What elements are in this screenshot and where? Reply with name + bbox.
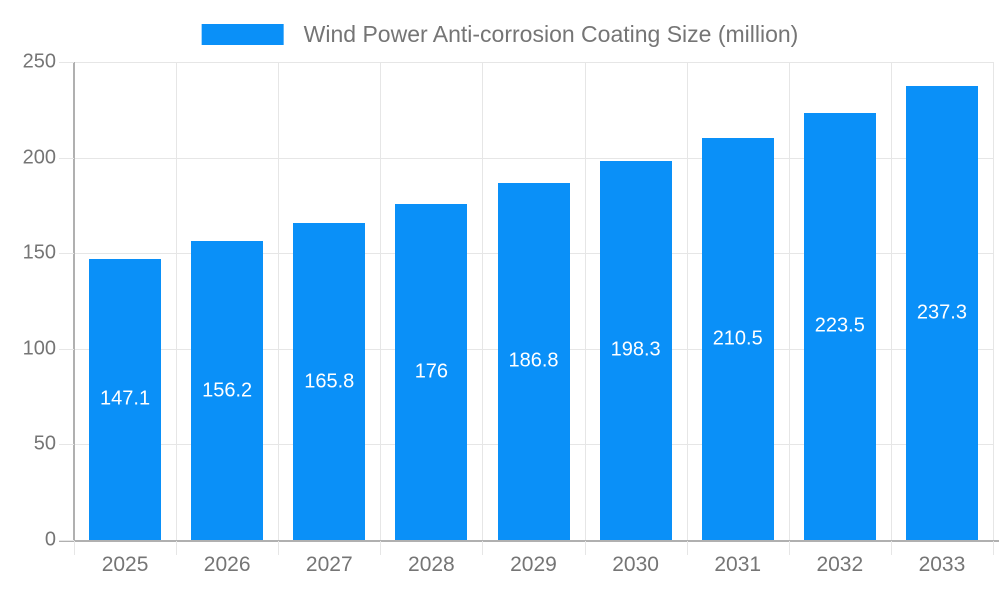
bar-2025: 147.1 xyxy=(89,258,162,540)
x-axis-tick-label: 2032 xyxy=(816,553,864,576)
bar-2031: 210.5 xyxy=(701,137,774,540)
plot-area: 147.1 156.2 165.8 176 186.8 198.3 210.5 223.5 23… xyxy=(74,62,994,540)
x-axis-tick-label: 2029 xyxy=(510,553,557,576)
x-axis-tick xyxy=(482,541,484,555)
bar-2028: 176 xyxy=(395,203,468,540)
y-axis-tick xyxy=(59,540,74,541)
x-axis-tick-label: 2025 xyxy=(101,553,149,576)
bar-value-label: 176 xyxy=(414,360,449,383)
gridline-vertical xyxy=(788,62,790,540)
bar-value-label: 198.3 xyxy=(610,338,661,361)
x-axis-tick-label: 2033 xyxy=(918,553,966,576)
x-axis-tick xyxy=(176,541,178,555)
y-axis-tick xyxy=(59,62,74,63)
bar-2033: 237.3 xyxy=(905,86,978,540)
gridline-vertical xyxy=(380,62,382,540)
bar-2027: 165.8 xyxy=(293,223,366,540)
bar-value-label: 147.1 xyxy=(100,387,151,410)
bar-2032: 223.5 xyxy=(803,112,876,540)
x-axis-tick-label: 2031 xyxy=(714,553,762,576)
y-axis-tick xyxy=(59,157,74,159)
legend-label: Wind Power Anti-corrosion Coating Size (… xyxy=(303,21,799,47)
bar-value-label: 165.8 xyxy=(304,370,355,392)
bar-value-label: 210.5 xyxy=(712,327,763,350)
x-axis-tick xyxy=(380,541,382,555)
y-axis-tick-label: 100 xyxy=(22,337,56,360)
gridline-vertical xyxy=(584,62,586,540)
gridline-vertical xyxy=(686,62,688,540)
y-axis-tick-label: 0 xyxy=(44,528,56,551)
gridline-horizontal xyxy=(74,62,993,63)
legend-swatch-icon xyxy=(201,24,284,45)
x-axis-tick xyxy=(890,541,892,555)
bar-value-label: 237.3 xyxy=(916,301,967,324)
gridline-vertical xyxy=(278,62,280,540)
y-axis-tick xyxy=(59,348,74,350)
bar-2030: 198.3 xyxy=(599,160,672,540)
gridline-vertical xyxy=(993,62,994,540)
y-axis-tick-label: 50 xyxy=(33,432,56,455)
x-axis-tick xyxy=(584,541,586,555)
bar-value-label: 223.5 xyxy=(814,314,865,337)
y-axis-tick-label: 200 xyxy=(22,146,56,169)
x-axis-tick-label: 2030 xyxy=(612,553,659,576)
gridline-vertical xyxy=(890,62,892,540)
x-axis-tick-label: 2028 xyxy=(408,553,455,576)
y-axis-tick xyxy=(59,253,74,255)
gridline-vertical xyxy=(482,62,484,540)
x-axis-tick xyxy=(788,541,790,555)
y-axis-tick-label: 250 xyxy=(22,50,56,73)
y-axis-tick xyxy=(59,444,74,446)
bar-value-label: 186.8 xyxy=(508,349,559,372)
x-axis-tick-label: 2026 xyxy=(203,553,251,576)
x-axis-tick xyxy=(993,541,994,555)
bar-value-label: 156.2 xyxy=(202,379,253,402)
legend-item[interactable]: Wind Power Anti-corrosion Coating Size (… xyxy=(201,21,799,48)
gridline-horizontal xyxy=(74,157,993,159)
gridline-vertical xyxy=(176,62,178,540)
bar-2029: 186.8 xyxy=(497,182,570,540)
x-axis-line xyxy=(59,540,999,542)
bar-2026: 156.2 xyxy=(191,241,264,540)
x-axis-tick xyxy=(686,541,688,555)
y-axis-tick-label: 150 xyxy=(22,241,56,264)
y-axis-line xyxy=(73,62,75,540)
x-axis-tick xyxy=(278,541,280,555)
x-axis-tick xyxy=(74,541,75,555)
x-axis-tick-label: 2027 xyxy=(305,553,353,576)
